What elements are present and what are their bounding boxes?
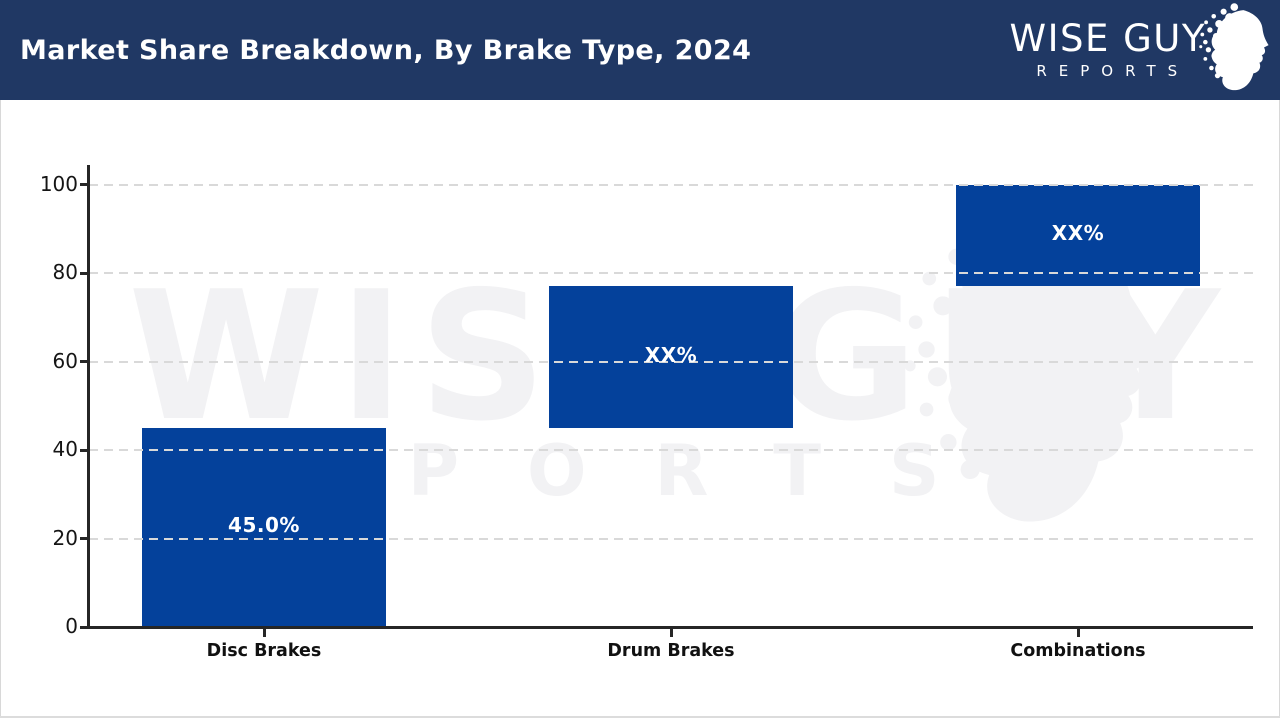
y-tick-mark bbox=[80, 271, 89, 275]
x-axis-label: Disc Brakes bbox=[206, 641, 322, 661]
logo-head-icon bbox=[1199, 2, 1269, 90]
bar-value-label: XX% bbox=[1051, 221, 1105, 246]
x-axis-label: Combinations bbox=[1010, 641, 1146, 661]
gridline bbox=[89, 183, 1253, 186]
gridline bbox=[89, 537, 1253, 540]
y-tick-label: 20 bbox=[52, 525, 78, 550]
gridline bbox=[89, 272, 1253, 274]
y-tick-mark bbox=[80, 183, 89, 186]
gridline bbox=[89, 360, 1253, 363]
bar-value-label: 45.0% bbox=[228, 513, 300, 538]
content-border-left bbox=[0, 100, 1, 718]
header-bar: Market Share Breakdown, By Brake Type, 2… bbox=[0, 0, 1280, 100]
y-axis-spine bbox=[87, 165, 90, 629]
logo-text: WISE GUY REPORTS bbox=[1009, 17, 1206, 80]
x-tick-mark bbox=[1077, 627, 1080, 637]
y-tick-label: 0 bbox=[65, 614, 78, 638]
gridline bbox=[89, 449, 1253, 451]
y-tick-label: 60 bbox=[52, 348, 78, 373]
page-title: Market Share Breakdown, By Brake Type, 2… bbox=[20, 34, 752, 66]
y-tick-label: 100 bbox=[39, 171, 78, 196]
x-tick-mark bbox=[670, 627, 673, 637]
y-tick-mark bbox=[80, 448, 89, 452]
bar bbox=[142, 427, 386, 627]
bar bbox=[956, 184, 1200, 287]
y-tick-label: 80 bbox=[52, 260, 78, 284]
logo-subtitle: REPORTS bbox=[1036, 61, 1190, 80]
y-tick-label: 40 bbox=[52, 437, 78, 461]
bar bbox=[549, 286, 793, 428]
y-tick-mark bbox=[80, 537, 89, 540]
logo-wordmark: WISE GUY bbox=[1009, 17, 1206, 61]
wiseguy-logo: WISE GUY REPORTS bbox=[1010, 2, 1274, 98]
x-tick-mark bbox=[263, 627, 266, 637]
y-tick-mark bbox=[80, 625, 89, 629]
x-axis-spine bbox=[87, 626, 1253, 629]
x-axis-label: Drum Brakes bbox=[607, 641, 735, 661]
y-tick-mark bbox=[80, 360, 89, 363]
bottom-rule bbox=[0, 716, 1280, 718]
bar-value-label: XX% bbox=[644, 343, 698, 368]
